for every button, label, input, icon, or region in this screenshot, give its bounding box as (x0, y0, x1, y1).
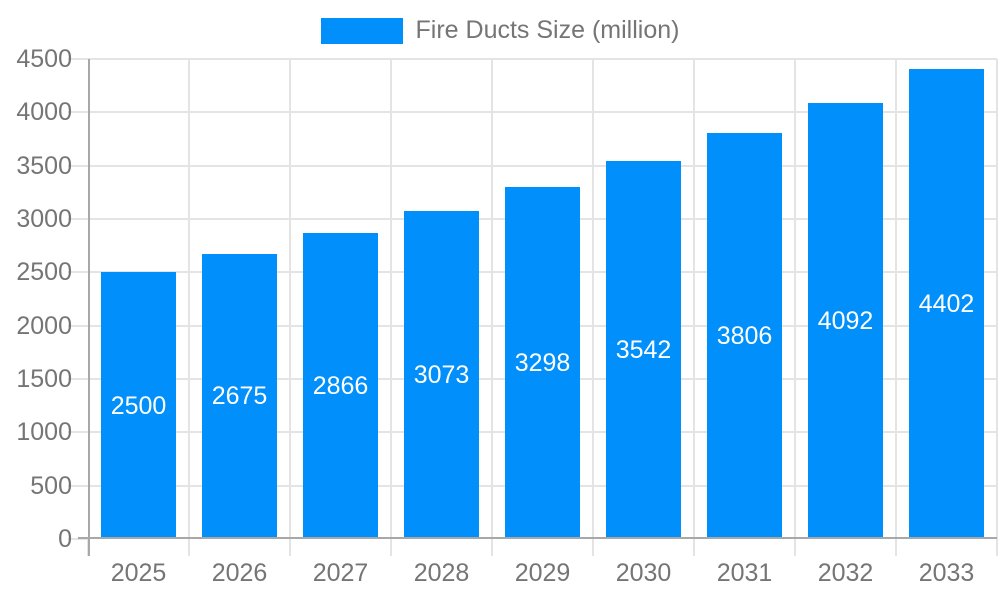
y-axis-label: 1000 (16, 418, 72, 447)
bar (808, 102, 883, 539)
y-axis-tick (68, 484, 88, 487)
x-axis-tick (693, 539, 695, 556)
plot-area: 0 500 1000 1500 2000 2500 3000 3500 4000 4500 2500… (16, 45, 998, 587)
y-axis-tick (68, 111, 88, 114)
bar-value-label: 2500 (110, 391, 167, 420)
x-axis-label: 2032 (817, 559, 874, 587)
chart-legend: Fire Ducts Size (million) (0, 16, 1000, 45)
bar-value-label: 4092 (817, 306, 874, 335)
vertical-gridline (895, 59, 897, 539)
x-axis-label: 2031 (716, 559, 773, 587)
x-axis-tick (592, 539, 594, 556)
bar (404, 211, 479, 539)
x-axis-tick (188, 539, 190, 556)
legend-swatch (320, 17, 403, 44)
x-axis-tick (390, 539, 392, 556)
x-axis-label: 2030 (615, 559, 672, 587)
y-axis-label: 1500 (16, 365, 72, 393)
x-axis-tick (289, 539, 291, 556)
bar-value-label: 3806 (716, 322, 773, 350)
y-axis-label: 3500 (16, 151, 72, 180)
vertical-gridline (592, 59, 594, 539)
y-axis-label: 0 (58, 525, 72, 553)
y-axis-tick (68, 164, 88, 167)
y-axis-label: 4500 (16, 45, 72, 73)
x-axis-tick (996, 539, 998, 556)
vertical-gridline (188, 59, 190, 539)
x-axis-tick (491, 539, 493, 556)
legend-label: Fire Ducts Size (million) (415, 16, 680, 44)
y-axis-label: 2000 (16, 311, 72, 340)
bar (202, 253, 277, 539)
bar-value-label: 3298 (514, 349, 571, 378)
y-axis-tick (68, 538, 88, 540)
bar (505, 187, 580, 539)
vertical-gridline (289, 59, 291, 539)
x-axis-label: 2027 (312, 559, 369, 587)
y-axis-label: 500 (30, 471, 72, 500)
vertical-gridline (794, 59, 796, 539)
y-axis-label: 2500 (16, 258, 72, 287)
y-axis-tick (68, 431, 88, 434)
x-axis-tick (895, 539, 897, 556)
bar (707, 133, 782, 539)
x-axis-label: 2028 (413, 559, 470, 587)
y-axis-label: 3000 (16, 205, 72, 233)
y-axis-tick (68, 378, 88, 380)
y-axis-tick (68, 218, 88, 220)
bar-value-label: 4402 (918, 290, 975, 319)
horizontal-gridline (68, 164, 997, 167)
bar (101, 272, 176, 539)
bar (606, 161, 681, 539)
bar-value-label: 2675 (211, 382, 268, 411)
vertical-gridline (996, 59, 998, 539)
y-axis-line (88, 59, 90, 556)
bar-value-label: 3073 (413, 361, 470, 390)
vertical-gridline (693, 59, 695, 539)
bar (909, 69, 984, 539)
y-axis-tick (68, 324, 88, 327)
bar-value-label: 2866 (312, 372, 369, 401)
vertical-gridline (390, 59, 392, 539)
x-axis-label: 2025 (110, 559, 167, 587)
bar-value-label: 3542 (615, 336, 672, 365)
x-axis-label: 2033 (918, 559, 975, 587)
vertical-gridline (491, 59, 493, 539)
horizontal-gridline (68, 111, 997, 114)
x-axis-label: 2026 (211, 559, 268, 587)
y-axis-tick (68, 271, 88, 274)
y-axis-tick (68, 58, 88, 60)
x-axis-line (78, 537, 997, 539)
y-axis-label: 4000 (16, 98, 72, 127)
x-axis-label: 2029 (514, 559, 571, 587)
x-axis-tick (794, 539, 796, 556)
bar (303, 233, 378, 539)
horizontal-gridline (68, 58, 997, 60)
